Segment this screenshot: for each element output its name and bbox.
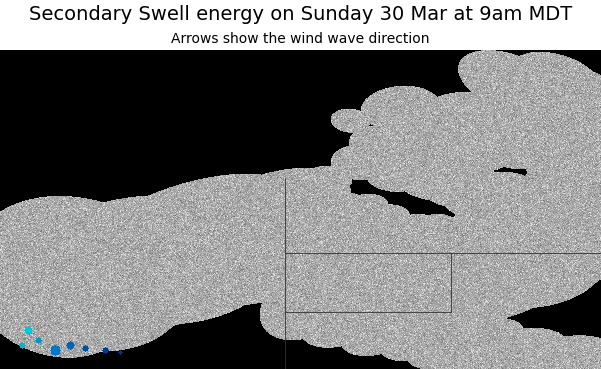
- Text: Secondary Swell energy on Sunday 30 Mar at 9am MDT: Secondary Swell energy on Sunday 30 Mar …: [29, 6, 572, 24]
- Text: Arrows show the wind wave direction: Arrows show the wind wave direction: [171, 32, 430, 46]
